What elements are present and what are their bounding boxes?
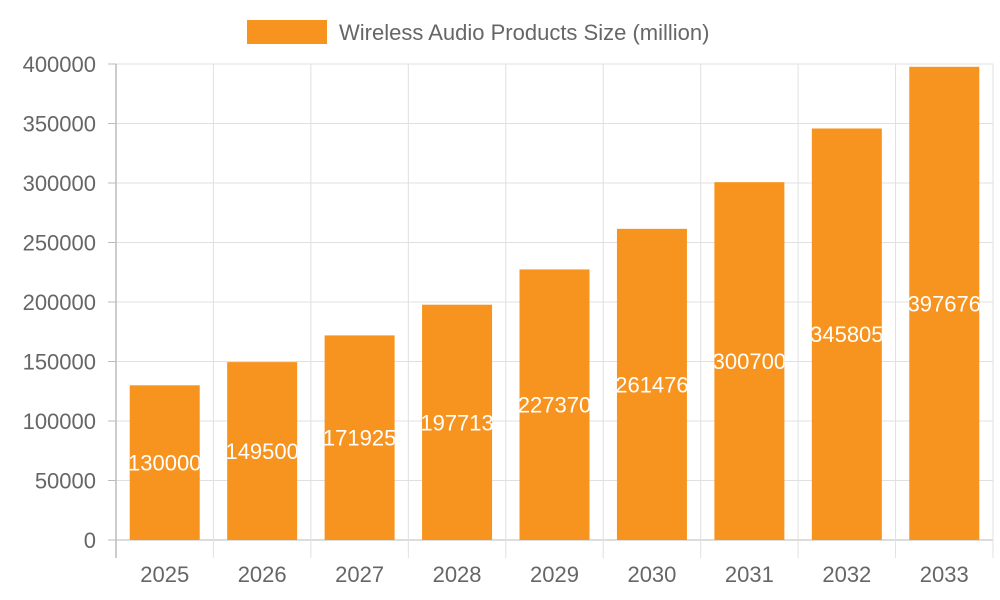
y-tick-label: 0: [84, 528, 96, 553]
x-tick-label: 2026: [238, 562, 287, 587]
data-label-2026: 149500: [225, 439, 298, 464]
data-label-2031: 300700: [713, 349, 786, 374]
x-tick-label: 2029: [530, 562, 579, 587]
bar-2030[interactable]: [616, 228, 687, 540]
x-tick-label: 2025: [140, 562, 189, 587]
bar-2031[interactable]: [714, 182, 785, 541]
x-tick-label: 2030: [627, 562, 676, 587]
data-label-2030: 261476: [615, 372, 688, 397]
y-tick-label: 400000: [23, 52, 96, 77]
y-tick-label: 350000: [23, 112, 96, 137]
bar-2029[interactable]: [519, 269, 590, 540]
data-label-2027: 171925: [323, 426, 396, 451]
x-tick-label: 2028: [433, 562, 482, 587]
y-tick-label: 250000: [23, 231, 96, 256]
data-label-2025: 130000: [128, 451, 201, 476]
y-axis: 0 50000 100000 150000 200000 250000 300000 3500…: [23, 52, 116, 553]
y-tick-label: 150000: [23, 350, 96, 375]
legend-label: Wireless Audio Products Size (million): [339, 20, 709, 45]
bar-2026[interactable]: [227, 362, 298, 540]
bar-2025[interactable]: [129, 385, 200, 540]
y-tick-label: 50000: [35, 469, 96, 494]
data-labels: 130000 149500 171925 197713 227370 261476 3007…: [128, 291, 981, 476]
bar-2028[interactable]: [422, 304, 493, 540]
data-label-2029: 227370: [518, 393, 591, 418]
data-label-2028: 197713: [420, 410, 493, 435]
x-tick-label: 2031: [725, 562, 774, 587]
legend[interactable]: Wireless Audio Products Size (million): [247, 20, 709, 45]
x-tick-label: 2027: [335, 562, 384, 587]
y-tick-label: 300000: [23, 171, 96, 196]
y-tick-label: 200000: [23, 290, 96, 315]
x-tick-label: 2033: [920, 562, 969, 587]
y-tick-label: 100000: [23, 409, 96, 434]
bar-2033[interactable]: [909, 66, 980, 540]
data-label-2032: 345805: [810, 322, 883, 347]
bars: [129, 66, 980, 541]
data-label-2033: 397676: [908, 291, 981, 316]
bar-2032[interactable]: [811, 128, 882, 540]
x-tick-label: 2032: [822, 562, 871, 587]
legend-swatch: [247, 20, 327, 44]
x-axis: 2025 2026 2027 2028 2029 2030 2031 2032 2033: [140, 562, 969, 587]
bar-2027[interactable]: [324, 335, 395, 540]
